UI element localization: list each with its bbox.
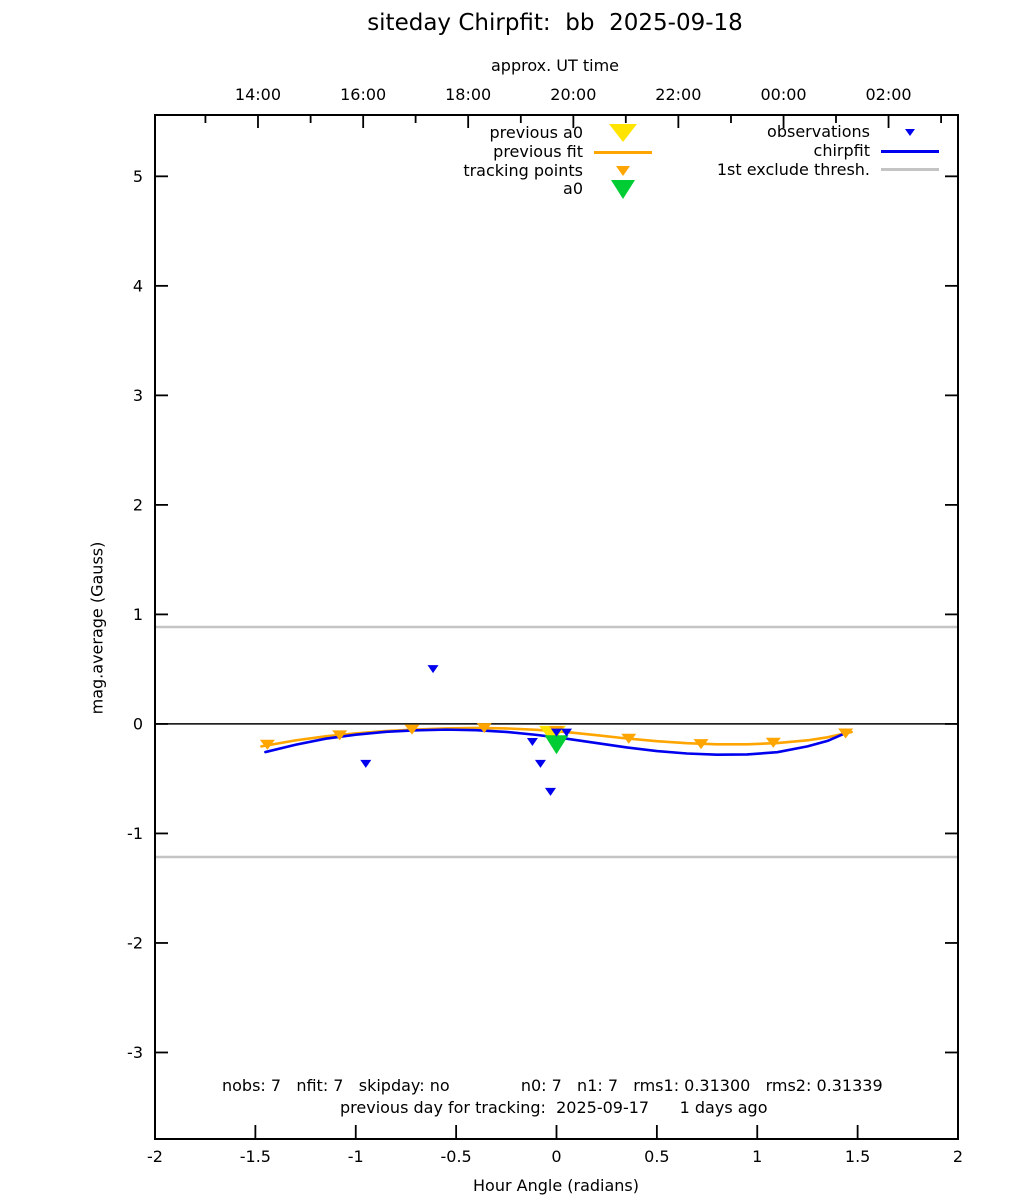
plot-frame xyxy=(154,114,959,1140)
stats-line-1: nobs: 7 nfit: 7 skipday: no n0: 7 n1: 7 … xyxy=(222,1076,883,1095)
tracking-point-marker xyxy=(693,739,709,750)
legend-marker xyxy=(583,150,663,154)
legend-marker xyxy=(583,179,663,199)
tick-labels: -2 -1.5 -1 -0.5 0 0.5 1 1.5 2 -3 -2 -1 0 1 2 3 4 5 14:00 16… xyxy=(127,85,963,1166)
y-tick-label: 3 xyxy=(133,386,143,405)
legend-item: previous fit xyxy=(323,143,663,162)
legend-label: chirpfit xyxy=(813,141,870,161)
legend-triangle-swatch xyxy=(611,179,635,199)
observation-marker xyxy=(526,737,538,746)
x-tick-label: 1.5 xyxy=(845,1147,870,1166)
legend-label: previous fit xyxy=(493,142,583,162)
legend-right-column: observations chirpfit 1st exclude thresh. xyxy=(590,123,950,179)
tracking-point-marker xyxy=(838,728,854,739)
observation-marker xyxy=(360,759,372,768)
legend-marker xyxy=(870,128,950,136)
observation-marker xyxy=(544,787,556,796)
observation-marker xyxy=(551,728,562,737)
legend-line-swatch xyxy=(594,150,652,154)
x-tick-label: -2 xyxy=(147,1147,163,1166)
y-tick-label: 5 xyxy=(133,167,143,186)
x-tick-label: -1.5 xyxy=(240,1147,271,1166)
legend-label: 1st exclude thresh. xyxy=(716,159,870,179)
y-tick-label: 0 xyxy=(133,714,143,733)
tracking-point-marker xyxy=(332,730,348,741)
ut-tick-label: 14:00 xyxy=(235,85,281,104)
top-axis-title: approx. UT time xyxy=(491,56,619,75)
legend-left-column: previous a0 previous fit tracking points a0 xyxy=(323,124,663,199)
legend-label: tracking points xyxy=(463,160,583,180)
data-markers xyxy=(259,665,854,796)
chart-title: siteday Chirpfit: bb 2025-09-18 xyxy=(367,10,743,36)
legend-label: a0 xyxy=(563,179,583,199)
tracking-point-marker xyxy=(259,739,275,750)
tracking-point-marker xyxy=(404,724,420,735)
observation-marker xyxy=(534,759,546,768)
x-tick-label: -0.5 xyxy=(441,1147,472,1166)
legend-marker xyxy=(583,165,663,176)
x-tick-label: 1 xyxy=(752,1147,762,1166)
legend-item: 1st exclude thresh. xyxy=(590,160,950,179)
y-axis-title: mag.average (Gauss) xyxy=(87,541,107,715)
y-tick-label: -3 xyxy=(127,1043,143,1062)
legend-triangle-swatch xyxy=(616,165,630,176)
legend-label: previous a0 xyxy=(489,123,583,143)
exclude-threshold-lines xyxy=(155,625,958,859)
observation-marker xyxy=(427,665,439,674)
chirpfit-curve xyxy=(264,728,849,756)
ut-tick-label: 20:00 xyxy=(550,85,596,104)
ut-tick-label: 18:00 xyxy=(445,85,491,104)
legend-item: a0 xyxy=(323,179,663,199)
x-axis-title: Hour Angle (radians) xyxy=(473,1176,639,1195)
x-tick-label: 2 xyxy=(953,1147,963,1166)
ut-tick-label: 22:00 xyxy=(655,85,701,104)
legend-item: tracking points xyxy=(323,161,663,180)
x-tick-label: 0.5 xyxy=(644,1147,669,1166)
tracking-point-marker xyxy=(476,723,492,734)
observation-marker xyxy=(561,728,573,737)
y-tick-label: -1 xyxy=(127,824,143,843)
y-tick-label: 2 xyxy=(133,495,143,514)
tracking-point-marker xyxy=(621,733,637,744)
ut-tick-label: 16:00 xyxy=(340,85,386,104)
stats-line-2: previous day for tracking: 2025-09-17 1 … xyxy=(340,1098,768,1117)
ut-tick-label: 02:00 xyxy=(865,85,911,104)
y-tick-label: 1 xyxy=(133,605,143,624)
y-tick-label: 4 xyxy=(133,276,143,295)
tracking-point-marker xyxy=(765,737,781,748)
legend-line-swatch xyxy=(881,149,939,153)
legend-marker xyxy=(583,124,663,143)
legend-triangle-swatch xyxy=(609,124,637,143)
legend-label: observations xyxy=(767,122,870,142)
legend-marker xyxy=(870,168,950,172)
legend-item: observations xyxy=(590,123,950,142)
legend-item: chirpfit xyxy=(590,142,950,161)
a0-marker xyxy=(544,735,569,755)
x-tick-label: 0 xyxy=(551,1147,561,1166)
y-tick-label: -2 xyxy=(127,933,143,952)
x-tick-label: -1 xyxy=(348,1147,364,1166)
legend-marker xyxy=(870,149,950,153)
legend-triangle-swatch xyxy=(905,128,915,136)
ut-tick-label: 00:00 xyxy=(760,85,806,104)
legend-line-swatch xyxy=(881,168,939,172)
legend-item: previous a0 xyxy=(323,124,663,143)
